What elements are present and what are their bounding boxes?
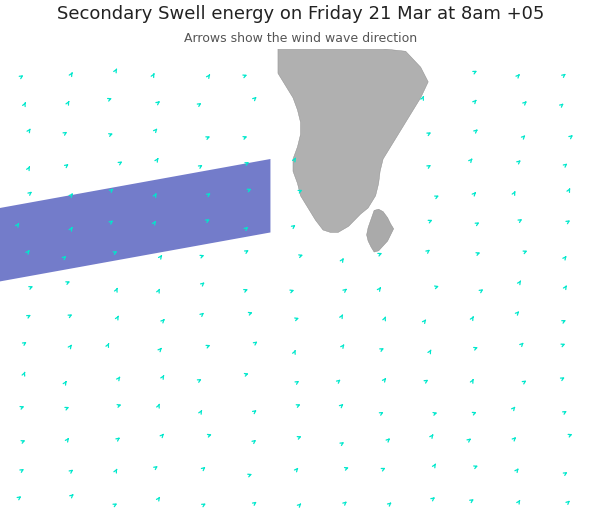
Text: Arrows show the wind wave direction: Arrows show the wind wave direction <box>184 31 417 45</box>
Polygon shape <box>0 159 270 281</box>
Polygon shape <box>367 209 394 252</box>
Text: Secondary Swell energy on Friday 21 Mar at 8am +05: Secondary Swell energy on Friday 21 Mar … <box>57 5 544 23</box>
Polygon shape <box>278 49 429 232</box>
